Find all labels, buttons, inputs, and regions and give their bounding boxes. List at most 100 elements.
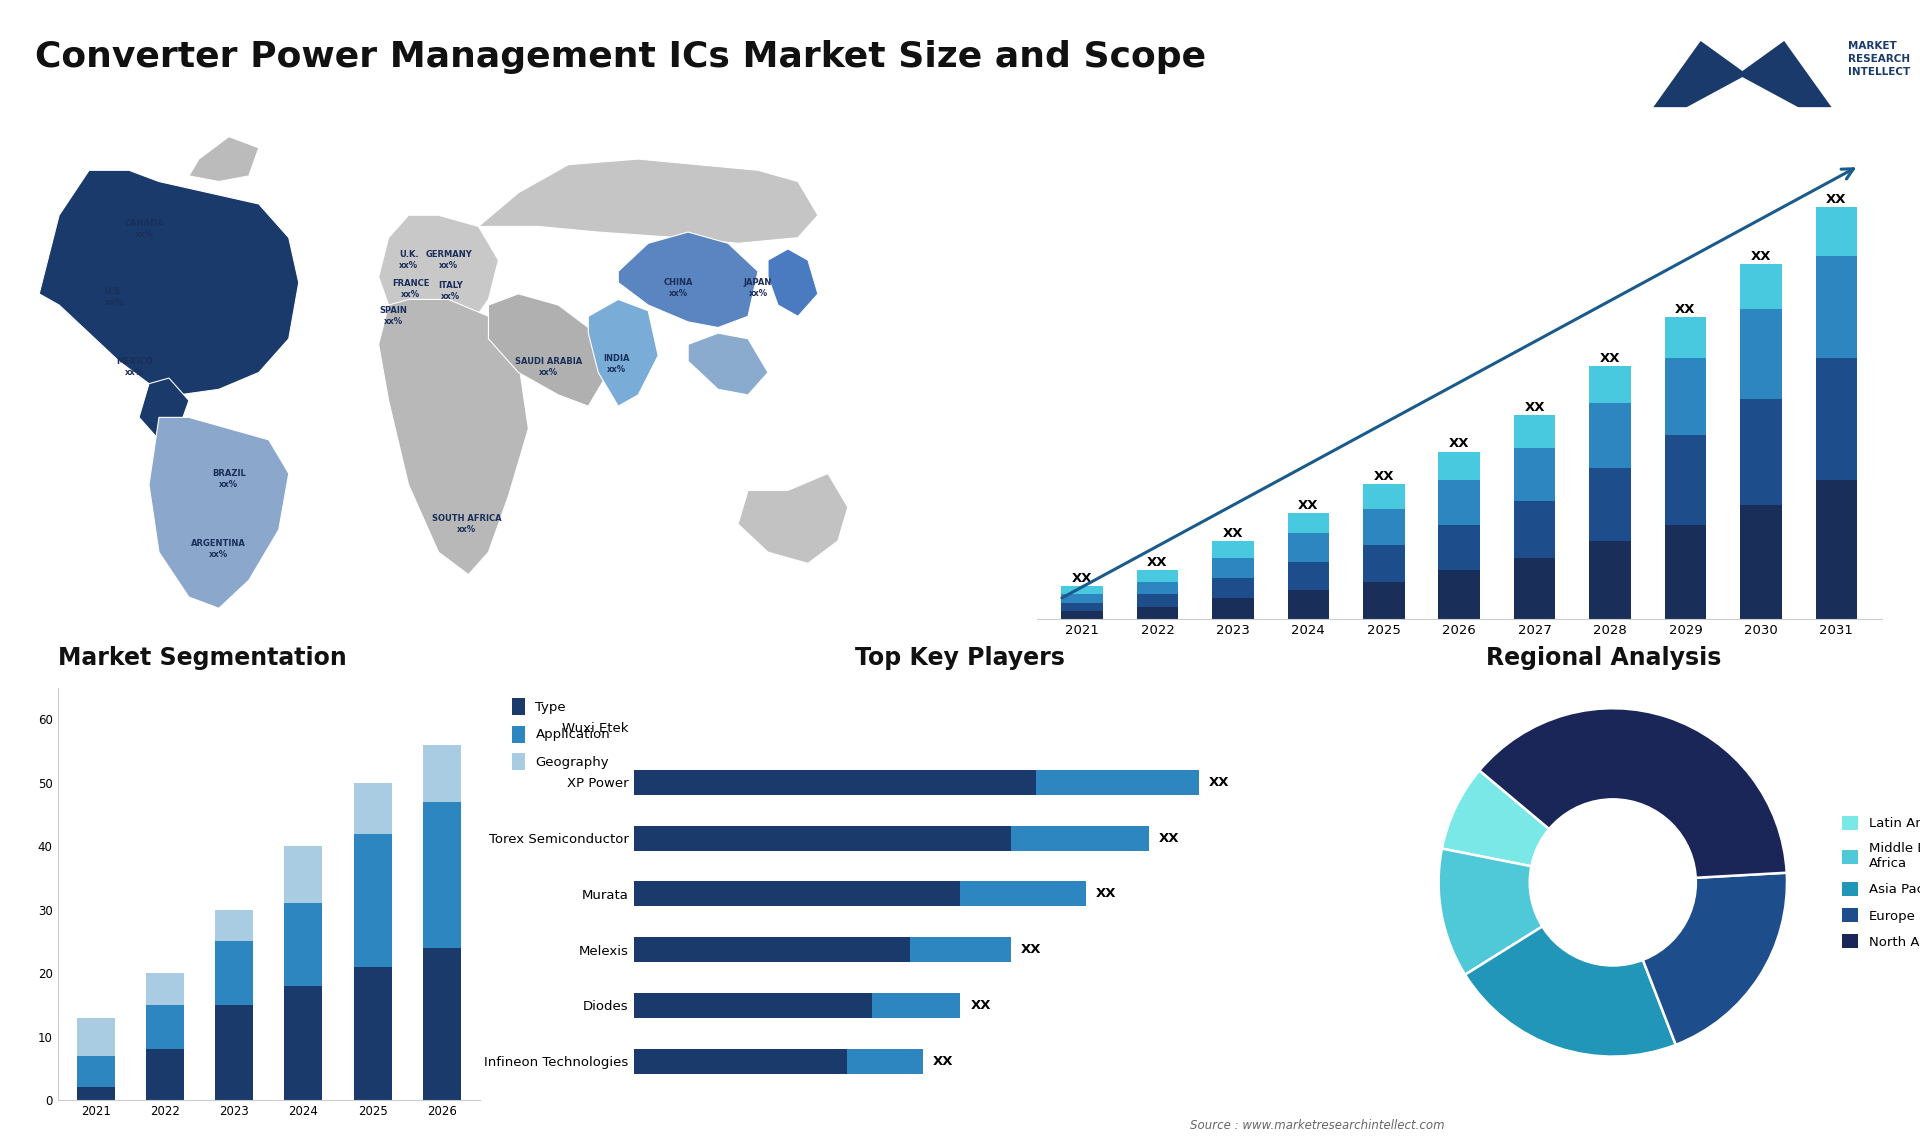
Text: ARGENTINA
xx%: ARGENTINA xx% xyxy=(192,540,246,559)
Text: XX: XX xyxy=(1524,401,1546,414)
Text: U.K.
xx%: U.K. xx% xyxy=(399,250,419,270)
Bar xyxy=(77,1088,115,1100)
Bar xyxy=(872,992,960,1018)
Bar xyxy=(1288,590,1329,619)
Bar xyxy=(1740,399,1782,504)
Bar xyxy=(634,937,910,963)
Text: INDIA
xx%: INDIA xx% xyxy=(603,354,630,374)
Text: Top Key Players: Top Key Players xyxy=(854,646,1066,670)
Polygon shape xyxy=(38,171,300,395)
Bar xyxy=(284,846,323,903)
Text: Regional Analysis: Regional Analysis xyxy=(1486,646,1720,670)
Text: SAUDI ARABIA
xx%: SAUDI ARABIA xx% xyxy=(515,356,582,377)
Bar xyxy=(1212,541,1254,558)
Text: XX: XX xyxy=(1148,556,1167,568)
Bar xyxy=(1438,452,1480,480)
Bar xyxy=(1212,578,1254,598)
Wedge shape xyxy=(1438,848,1613,975)
Text: XX: XX xyxy=(1676,303,1695,316)
Bar xyxy=(1513,558,1555,619)
Text: MEXICO
xx%: MEXICO xx% xyxy=(115,356,152,377)
Bar xyxy=(910,937,1010,963)
Text: XX: XX xyxy=(1021,943,1041,956)
Bar xyxy=(1665,525,1707,619)
Bar xyxy=(634,770,1035,795)
Bar xyxy=(422,948,461,1100)
Text: CHINA
xx%: CHINA xx% xyxy=(664,278,693,298)
Bar xyxy=(1590,541,1630,619)
Text: ITALY
xx%: ITALY xx% xyxy=(438,281,463,301)
Bar xyxy=(1740,309,1782,399)
Bar xyxy=(1062,611,1102,619)
Text: XX: XX xyxy=(1826,193,1847,206)
Bar xyxy=(1212,598,1254,619)
Polygon shape xyxy=(1653,41,1832,108)
Bar xyxy=(634,992,872,1018)
Bar xyxy=(215,910,253,942)
Wedge shape xyxy=(1465,882,1676,1057)
Bar xyxy=(1590,402,1630,468)
Text: Source : www.marketresearchintellect.com: Source : www.marketresearchintellect.com xyxy=(1190,1120,1446,1132)
Bar xyxy=(1816,256,1857,358)
Bar xyxy=(1137,570,1179,582)
Bar xyxy=(1363,582,1405,619)
Bar xyxy=(1438,525,1480,570)
Bar xyxy=(1740,504,1782,619)
Bar xyxy=(1513,501,1555,558)
Text: GERMANY
xx%: GERMANY xx% xyxy=(424,250,472,270)
Text: JAPAN
xx%: JAPAN xx% xyxy=(743,278,772,298)
Bar xyxy=(1288,562,1329,590)
Polygon shape xyxy=(737,473,849,564)
Wedge shape xyxy=(1480,708,1788,882)
Text: XX: XX xyxy=(1210,776,1229,788)
Bar xyxy=(1062,603,1102,611)
Bar xyxy=(215,1005,253,1100)
Text: XX: XX xyxy=(1298,499,1319,511)
Bar xyxy=(1137,582,1179,595)
Bar xyxy=(1062,595,1102,603)
Bar xyxy=(634,825,1010,850)
Bar xyxy=(847,1049,924,1074)
Text: XX: XX xyxy=(1096,887,1117,901)
Bar xyxy=(1288,533,1329,562)
Text: U.S.
xx%: U.S. xx% xyxy=(104,286,123,307)
Polygon shape xyxy=(378,299,528,574)
Bar xyxy=(1137,595,1179,606)
Bar xyxy=(1513,415,1555,448)
Bar xyxy=(1816,358,1857,480)
Polygon shape xyxy=(588,299,659,406)
Text: XX: XX xyxy=(933,1054,952,1068)
Polygon shape xyxy=(618,231,758,328)
Text: Converter Power Management ICs Market Size and Scope: Converter Power Management ICs Market Si… xyxy=(35,40,1206,74)
Bar xyxy=(1363,485,1405,509)
Bar xyxy=(1062,587,1102,595)
Polygon shape xyxy=(138,378,188,440)
Polygon shape xyxy=(687,333,768,395)
Bar xyxy=(1010,825,1148,850)
Bar xyxy=(1513,448,1555,501)
Bar xyxy=(1740,264,1782,309)
Bar xyxy=(284,903,323,986)
Bar xyxy=(1665,317,1707,358)
Bar xyxy=(77,1018,115,1055)
Bar xyxy=(146,1050,184,1100)
Bar xyxy=(1590,468,1630,541)
Text: SPAIN
xx%: SPAIN xx% xyxy=(380,306,407,327)
Text: SOUTH AFRICA
xx%: SOUTH AFRICA xx% xyxy=(432,515,501,534)
Text: XX: XX xyxy=(1071,572,1092,584)
Wedge shape xyxy=(1442,770,1613,882)
Bar xyxy=(146,973,184,1005)
Bar xyxy=(634,1049,847,1074)
Bar xyxy=(1816,480,1857,619)
Text: BRAZIL
xx%: BRAZIL xx% xyxy=(211,469,246,489)
Bar xyxy=(422,802,461,948)
Bar xyxy=(1212,558,1254,578)
Text: XX: XX xyxy=(1223,527,1242,540)
Bar xyxy=(353,783,392,833)
Text: MARKET
RESEARCH
INTELLECT: MARKET RESEARCH INTELLECT xyxy=(1849,41,1910,77)
Text: XX: XX xyxy=(970,999,991,1012)
Polygon shape xyxy=(150,417,288,609)
Polygon shape xyxy=(478,159,818,243)
Bar xyxy=(77,1055,115,1088)
Polygon shape xyxy=(488,293,609,406)
